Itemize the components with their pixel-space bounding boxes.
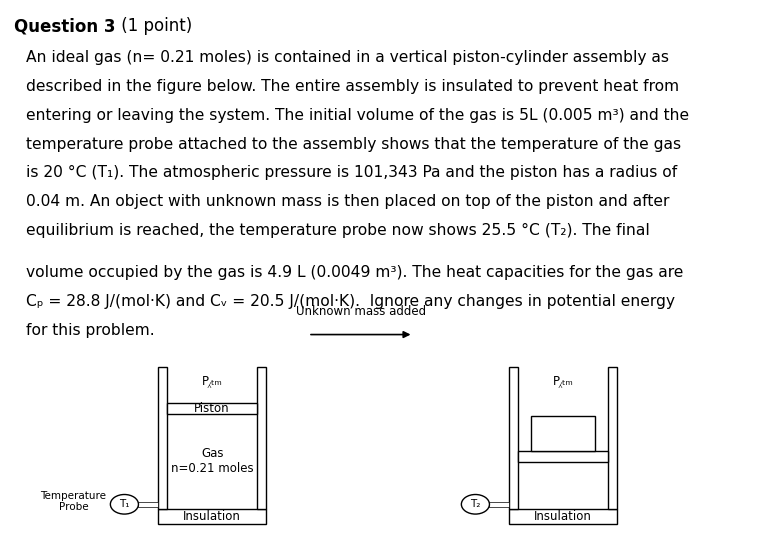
Bar xyxy=(158,367,168,509)
Bar xyxy=(509,367,518,509)
Text: Unknown
mass: Unknown mass xyxy=(536,419,590,447)
Text: equilibrium is reached, the temperature probe now shows 25.5 °C (T₂). The final: equilibrium is reached, the temperature … xyxy=(26,223,650,238)
Text: Piston: Piston xyxy=(194,402,230,415)
Bar xyxy=(608,367,618,509)
Bar xyxy=(139,502,158,507)
Text: Insulation: Insulation xyxy=(183,510,241,523)
Text: Cₚ = 28.8 J/(mol·K) and Cᵥ = 20.5 J/(mol·K).  Ignore any changes in potential en: Cₚ = 28.8 J/(mol·K) and Cᵥ = 20.5 J/(mol… xyxy=(26,294,675,310)
Text: is 20 °C (T₁). The atmospheric pressure is 101,343 Pa and the piston has a radiu: is 20 °C (T₁). The atmospheric pressure … xyxy=(26,165,677,181)
Text: An ideal gas (n= 0.21 moles) is contained in a vertical piston-cylinder assembly: An ideal gas (n= 0.21 moles) is containe… xyxy=(26,50,668,65)
Text: P⁁ₜₘ: P⁁ₜₘ xyxy=(202,375,222,388)
Text: 0.04 m. An object with unknown mass is then placed on top of the piston and afte: 0.04 m. An object with unknown mass is t… xyxy=(26,194,669,209)
Bar xyxy=(531,416,595,451)
Text: T₂: T₂ xyxy=(470,499,480,509)
Circle shape xyxy=(111,494,139,514)
Text: T₁: T₁ xyxy=(119,499,129,509)
Text: temperature probe attached to the assembly shows that the temperature of the gas: temperature probe attached to the assemb… xyxy=(26,137,681,152)
Bar xyxy=(158,509,267,524)
Bar xyxy=(509,509,618,524)
Text: Gas
n=0.21 moles: Gas n=0.21 moles xyxy=(171,447,254,475)
Bar xyxy=(490,502,509,507)
Circle shape xyxy=(461,494,490,514)
Text: Question 3: Question 3 xyxy=(14,17,115,35)
Bar xyxy=(257,367,267,509)
Bar xyxy=(168,403,257,414)
Bar xyxy=(518,451,608,462)
Text: Insulation: Insulation xyxy=(534,510,592,523)
Text: for this problem.: for this problem. xyxy=(26,323,154,338)
Text: Temperature
Probe: Temperature Probe xyxy=(41,491,107,512)
Text: P⁁ₜₘ: P⁁ₜₘ xyxy=(553,375,573,388)
Text: entering or leaving the system. The initial volume of the gas is 5L (0.005 m³) a: entering or leaving the system. The init… xyxy=(26,108,689,123)
Text: described in the figure below. The entire assembly is insulated to prevent heat : described in the figure below. The entir… xyxy=(26,79,679,94)
Text: volume occupied by the gas is 4.9 L (0.0049 m³). The heat capacities for the gas: volume occupied by the gas is 4.9 L (0.0… xyxy=(26,265,683,281)
Text: (1 point): (1 point) xyxy=(115,17,192,35)
Text: Unknown mass added: Unknown mass added xyxy=(296,305,426,318)
